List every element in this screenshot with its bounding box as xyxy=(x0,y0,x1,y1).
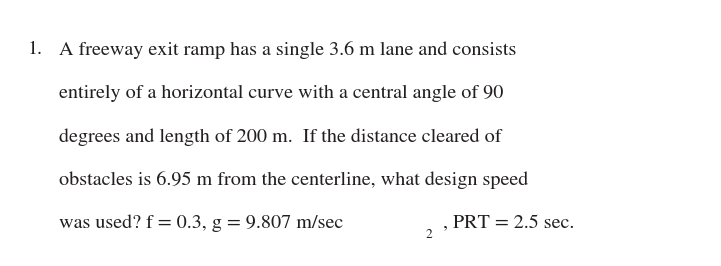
Text: 1.: 1. xyxy=(27,41,43,58)
Text: A freeway exit ramp has a single 3.6 m lane and consists: A freeway exit ramp has a single 3.6 m l… xyxy=(59,41,516,59)
Text: was used? f = 0.3, g = 9.807 m/sec: was used? f = 0.3, g = 9.807 m/sec xyxy=(59,215,343,232)
Text: , PRT = 2.5 sec.: , PRT = 2.5 sec. xyxy=(443,215,575,232)
Text: obstacles is 6.95 m from the centerline, what design speed: obstacles is 6.95 m from the centerline,… xyxy=(59,171,528,189)
Text: degrees and length of 200 m.  If the distance cleared of: degrees and length of 200 m. If the dist… xyxy=(59,128,502,146)
Text: entirely of a horizontal curve with a central angle of 90: entirely of a horizontal curve with a ce… xyxy=(59,85,503,102)
Text: 2: 2 xyxy=(426,229,433,241)
